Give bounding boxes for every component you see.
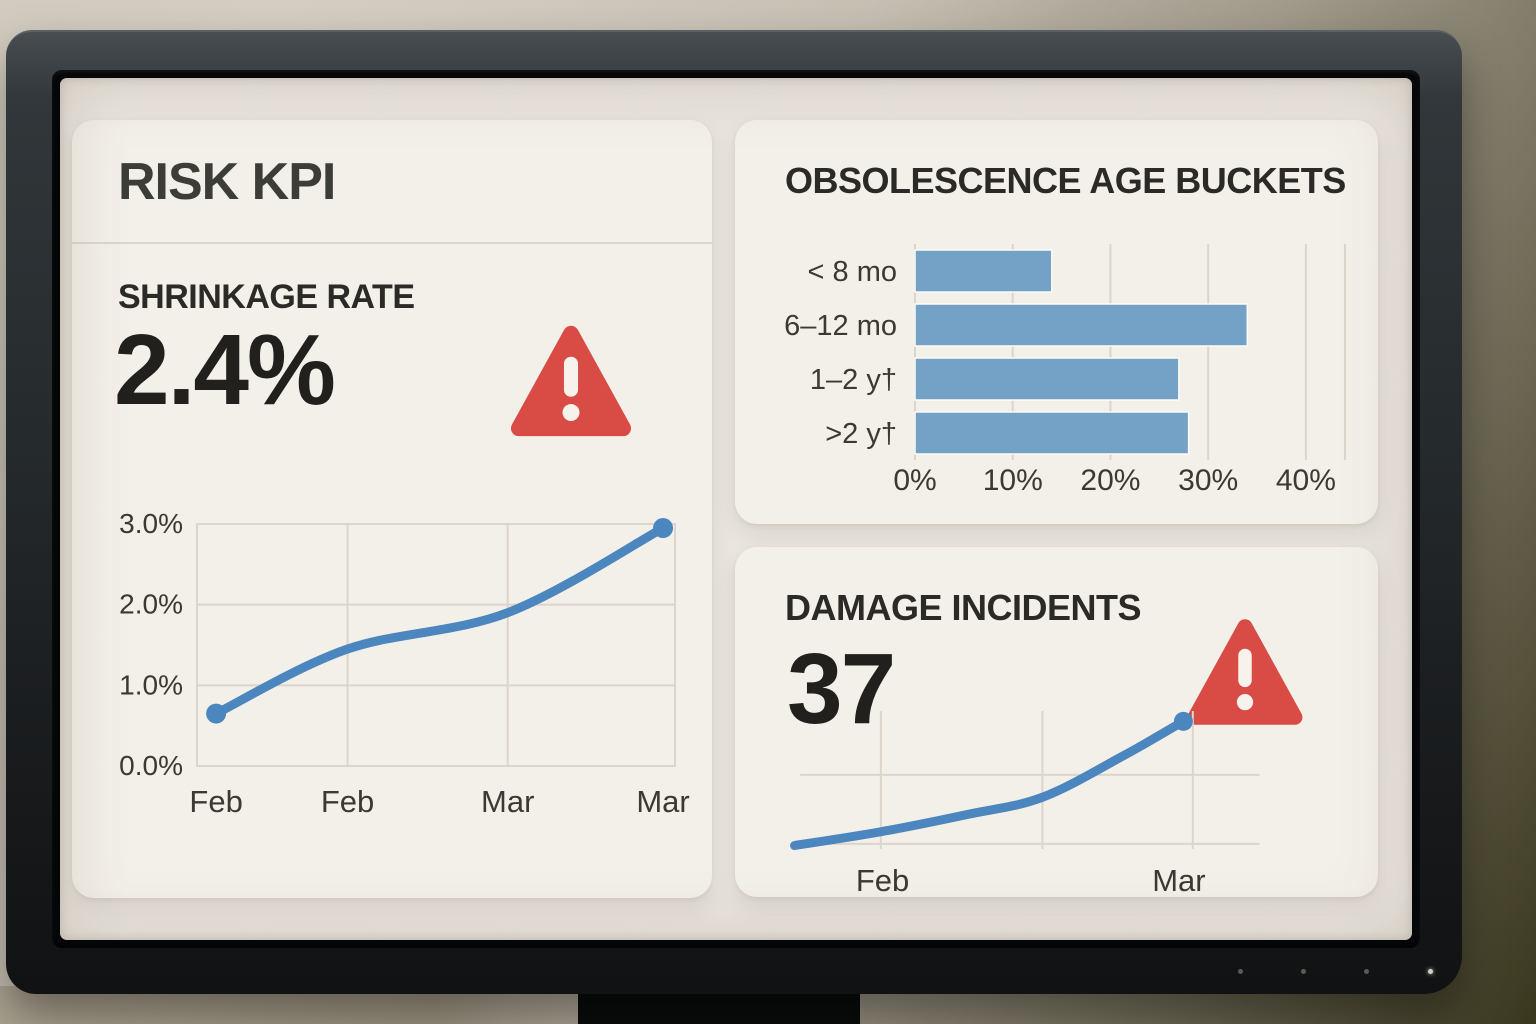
risk-kpi-card: RISK KPI SHRINKAGE RATE 2.4% 0.0% 1.0% 2.0… — [72, 120, 712, 898]
divider — [72, 242, 712, 244]
obsolescence-title: OBSOLESCENCE AGE BUCKETS — [785, 160, 1346, 201]
svg-text:20%: 20% — [1080, 464, 1140, 496]
svg-text:6–12 mo: 6–12 mo — [784, 310, 897, 342]
monitor-control-buttons — [6, 962, 1462, 980]
shrinkage-line-chart: 0.0% 1.0% 2.0% 3.0% Feb Feb Mar Mar — [92, 508, 692, 838]
svg-text:1.0%: 1.0% — [119, 669, 183, 700]
svg-text:>2 y†: >2 y† — [825, 418, 897, 450]
svg-text:0%: 0% — [893, 464, 936, 496]
damage-line-chart: Feb Mar — [785, 697, 1350, 898]
svg-text:Feb: Feb — [321, 784, 374, 819]
warning-triangle-icon — [1187, 619, 1303, 725]
shrinkage-rate-value: 2.4% — [114, 314, 336, 426]
bezel-button-dot — [1238, 969, 1243, 974]
svg-text:3.0%: 3.0% — [119, 508, 183, 539]
svg-text:1–2 y†: 1–2 y† — [810, 364, 897, 396]
damage-title: DAMAGE INCIDENTS — [785, 587, 1142, 628]
svg-text:0.0%: 0.0% — [119, 750, 183, 781]
damage-incidents-value: 37 — [787, 633, 896, 745]
svg-text:10%: 10% — [983, 464, 1043, 496]
shrinkage-rate-label: SHRINKAGE RATE — [118, 278, 415, 316]
svg-text:< 8 mo: < 8 mo — [808, 256, 897, 288]
damage-card: DAMAGE INCIDENTS 37 Feb Mar — [735, 547, 1378, 898]
monitor-bezel: RISK KPI SHRINKAGE RATE 2.4% 0.0% 1.0% 2.0… — [6, 30, 1462, 994]
svg-text:Mar: Mar — [481, 784, 534, 819]
bezel-button-dot — [1301, 969, 1306, 974]
svg-text:40%: 40% — [1276, 464, 1336, 496]
svg-text:30%: 30% — [1178, 464, 1238, 496]
svg-text:Feb: Feb — [189, 784, 242, 819]
svg-text:Mar: Mar — [1152, 863, 1205, 897]
screen-inner-frame: RISK KPI SHRINKAGE RATE 2.4% 0.0% 1.0% 2.0… — [52, 70, 1420, 948]
dashboard-screen: RISK KPI SHRINKAGE RATE 2.4% 0.0% 1.0% 2.0… — [60, 78, 1412, 940]
power-indicator-dot — [1428, 969, 1433, 974]
svg-text:2.0%: 2.0% — [119, 589, 183, 620]
svg-text:Feb: Feb — [856, 863, 909, 897]
warning-triangle-icon — [510, 325, 632, 437]
obsolescence-card: OBSOLESCENCE AGE BUCKETS 0% 10% 20% 30% 40% <… — [735, 120, 1378, 524]
age-buckets-bar-chart: 0% 10% 20% 30% 40% < 8 mo 6–12 mo 1–2 y† >2 y† — [735, 238, 1375, 497]
page-title: RISK KPI — [118, 153, 336, 211]
bezel-button-dot — [1364, 969, 1369, 974]
svg-text:Mar: Mar — [636, 784, 689, 819]
